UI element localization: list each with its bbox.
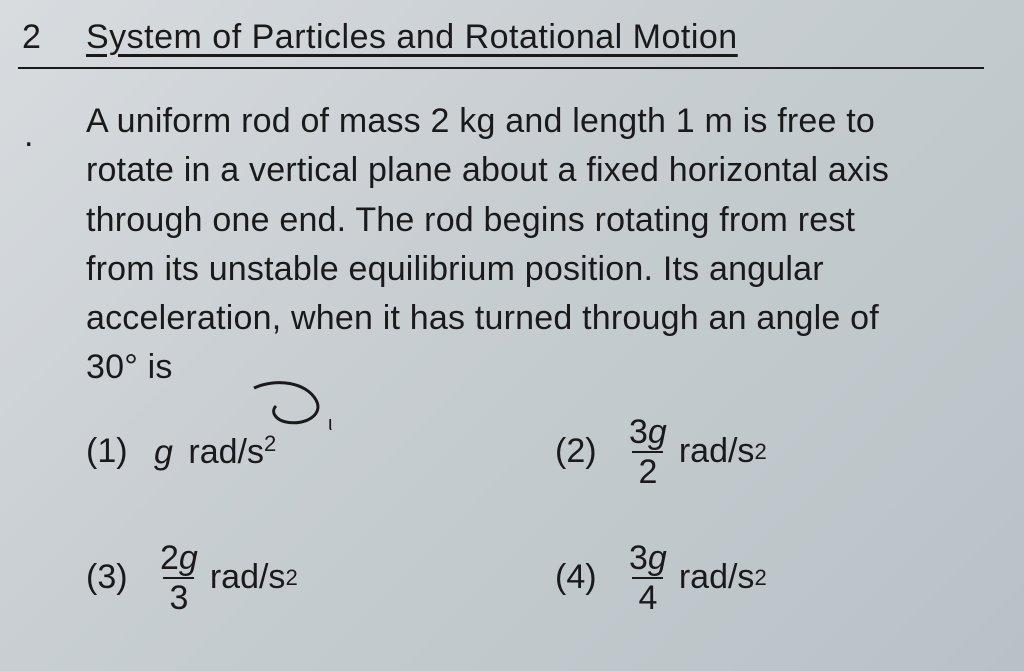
stem-line: A uniform rod of mass 2 kg and length 1 … (86, 97, 984, 146)
frac-den: 3 (163, 577, 194, 615)
stem-line: from its unstable equilibrium position. … (86, 245, 984, 294)
option-2[interactable]: (2) 3g 2 rad/s2 (555, 415, 984, 489)
option-number: (1) (86, 432, 140, 471)
option-3[interactable]: (3) 2g 3 rad/s2 (86, 541, 515, 615)
option-number: (3) (86, 558, 140, 597)
chapter-title: System of Particles and Rotational Motio… (86, 18, 984, 57)
option-sup: 2 (754, 439, 766, 465)
option-unit: rad/s (210, 558, 286, 597)
fraction: 3g 2 (623, 415, 673, 489)
option-sup: 2 (754, 565, 766, 591)
frac-den: 2 (632, 451, 663, 489)
fraction: 3g 4 (623, 541, 673, 615)
question-stem: A uniform rod of mass 2 kg and length 1 … (86, 97, 984, 393)
bullet: . (24, 116, 33, 155)
frac-den: 4 (632, 577, 663, 615)
stem-line: acceleration, when it has turned through… (86, 294, 984, 343)
scribble-sub: ι (328, 413, 332, 435)
question-number: 2 (22, 18, 41, 57)
option-unit: rad/s (679, 558, 755, 597)
option-value: g (154, 433, 173, 471)
divider (18, 67, 984, 69)
frac-num: 3g (629, 413, 667, 451)
stem-line: rotate in a vertical plane about a fixed… (86, 146, 984, 195)
options-grid: (1) g rad/s2 (2) 3g 2 rad/s2 (3) 2g 3 ra… (86, 415, 984, 615)
frac-num: 2g (160, 539, 198, 577)
option-unit: rad/s (188, 433, 264, 471)
option-unit: rad/s (679, 432, 755, 471)
frac-num: 3g (629, 539, 667, 577)
fraction: 2g 3 (154, 541, 204, 615)
option-number: (2) (555, 432, 609, 471)
stem-line: through one end. The rod begins rotating… (86, 196, 984, 245)
option-number: (4) (555, 558, 609, 597)
option-sup: 2 (285, 565, 297, 591)
option-4[interactable]: (4) 3g 4 rad/s2 (555, 541, 984, 615)
scribble-path (254, 383, 318, 423)
handwritten-scribble: ι (246, 376, 356, 436)
stem-line: 30° is (86, 343, 984, 392)
